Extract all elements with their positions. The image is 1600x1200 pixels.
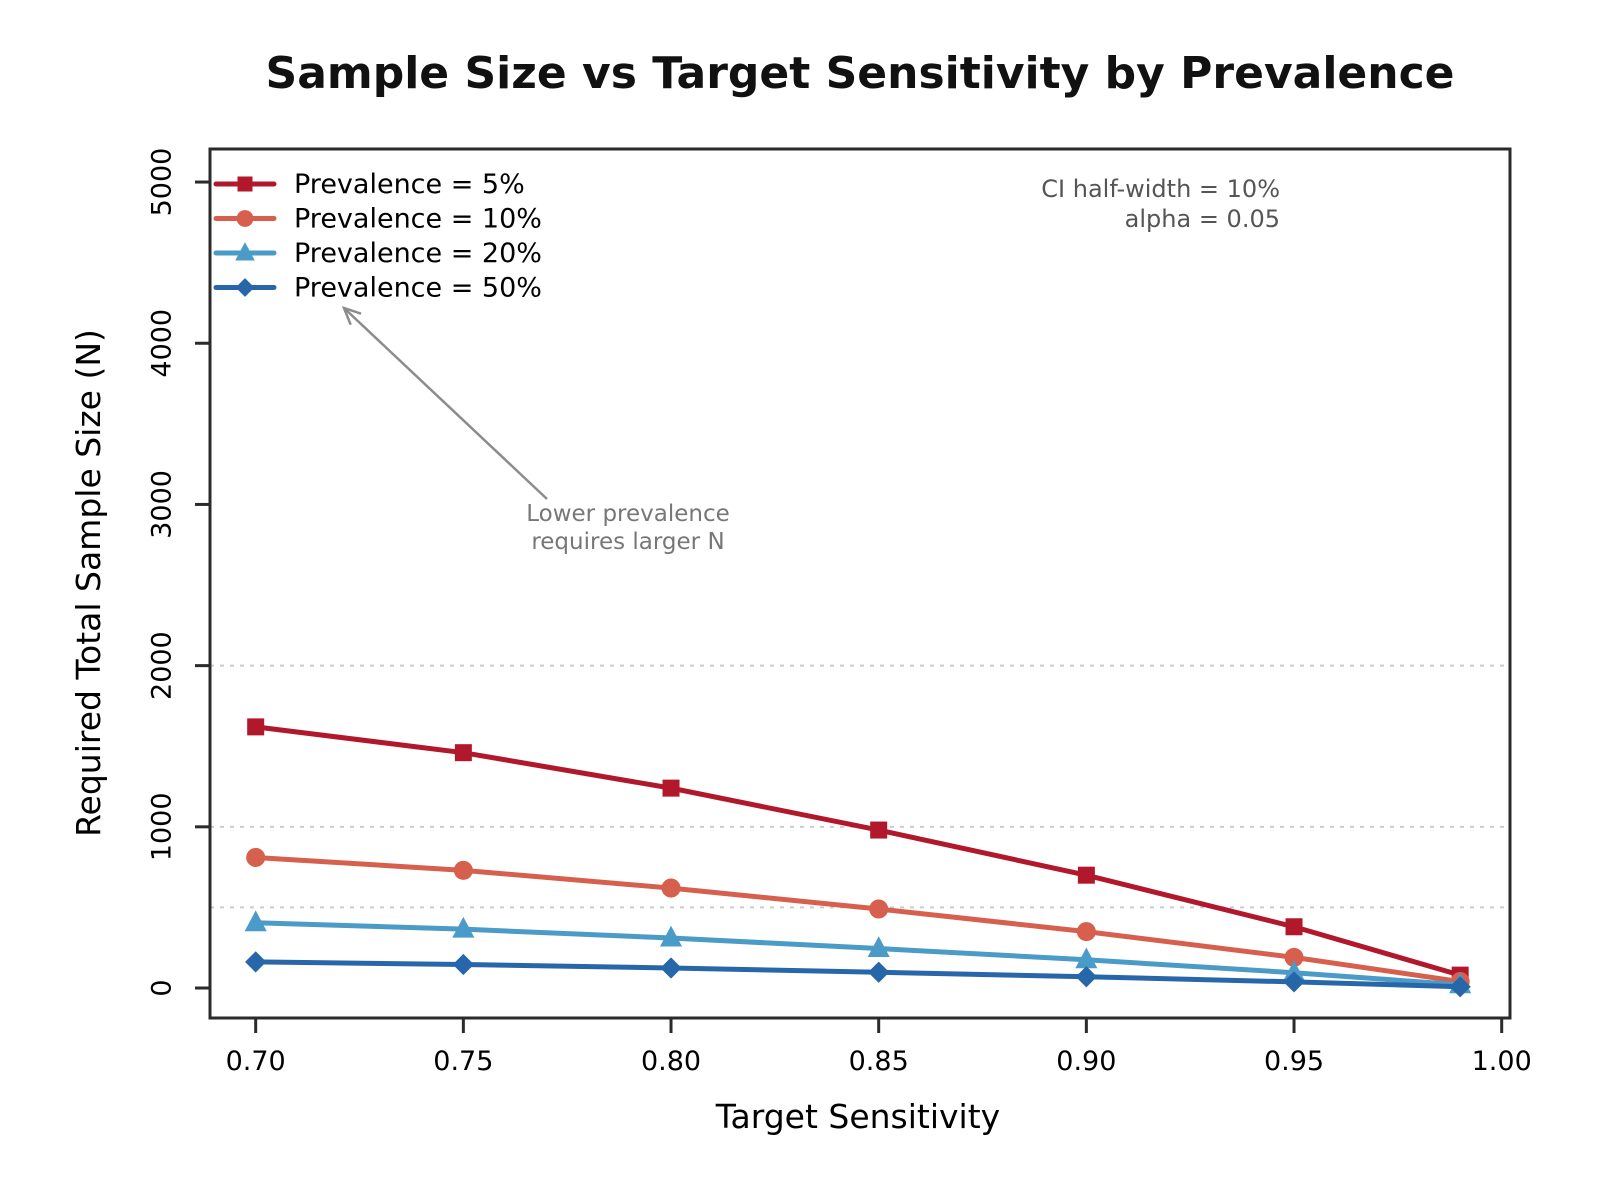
legend-item: Prevalence = 50% <box>213 273 542 304</box>
y-axis: 0 1000 2000 3000 4000 5000 Required Total Samp… <box>69 148 210 997</box>
arrow-head-icon <box>341 305 362 326</box>
series-line <box>253 959 1463 990</box>
x-tick-label: 0.90 <box>1056 1046 1116 1077</box>
legend-label: Prevalence = 10% <box>294 204 542 235</box>
x-tick-label: 0.85 <box>849 1046 909 1077</box>
triangle-marker <box>235 242 255 261</box>
y-tick-label: 0 <box>147 979 178 996</box>
series-line <box>253 724 1463 978</box>
square-marker <box>247 718 265 736</box>
gridlines <box>210 664 1510 909</box>
y-tick-label: 1000 <box>147 792 178 861</box>
legend-label: Prevalence = 50% <box>294 273 542 304</box>
x-tick-label: 0.95 <box>1264 1046 1324 1077</box>
y-tick-label: 4000 <box>147 309 178 378</box>
triangle-marker <box>1282 960 1306 982</box>
square-marker <box>454 744 472 762</box>
note-annotation-line: requires larger N <box>531 529 724 555</box>
circle-marker <box>246 847 266 867</box>
triangle-marker <box>244 910 267 932</box>
diamond-marker <box>452 953 474 976</box>
triangle-marker <box>452 916 475 938</box>
chart-title: Sample Size vs Target Sensitivity by Pre… <box>266 48 1455 99</box>
x-axis: 0.70 0.75 0.80 0.85 0.90 0.95 1.00 Target Sensi… <box>226 1018 1532 1136</box>
triangle-marker <box>867 936 890 958</box>
series-prevalence-10 <box>246 847 1470 992</box>
x-axis-title: Target Sensitivity <box>715 1097 1000 1136</box>
x-tick-label: 0.80 <box>641 1046 701 1077</box>
legend-item: Prevalence = 5% <box>213 169 525 200</box>
triangle-marker <box>1075 947 1098 969</box>
plot-box <box>208 147 1512 1020</box>
x-tick-label: 0.70 <box>226 1046 286 1077</box>
circle-marker <box>869 899 889 919</box>
arrow-line <box>343 307 548 500</box>
x-tick-label: 1.00 <box>1472 1046 1532 1077</box>
triangle-marker <box>659 925 683 947</box>
circle-marker <box>661 878 681 898</box>
series-prevalence-50 <box>245 951 1471 998</box>
legend-item: Prevalence = 10% <box>213 204 542 235</box>
diamond-marker <box>1283 971 1305 993</box>
y-axis-title: Required Total Sample Size (N) <box>69 329 108 837</box>
square-marker <box>1077 866 1095 884</box>
legend: Prevalence = 5%Prevalence = 10%Prevalenc… <box>213 169 542 304</box>
series-prevalence-5 <box>247 718 1469 984</box>
legend-label: Prevalence = 20% <box>294 238 542 269</box>
diamond-marker <box>660 957 682 979</box>
diamond-marker <box>868 961 890 983</box>
x-tick-label: 0.75 <box>433 1046 493 1077</box>
diamond-marker <box>245 951 267 973</box>
circle-marker <box>236 210 254 227</box>
square-marker <box>237 176 253 192</box>
diamond-marker <box>1449 976 1471 998</box>
diamond-marker <box>235 278 255 297</box>
diamond-marker <box>1075 966 1097 988</box>
circle-marker <box>1076 922 1096 942</box>
circle-marker <box>453 860 473 880</box>
square-marker <box>870 821 888 839</box>
y-tick-label: 5000 <box>147 148 178 217</box>
y-tick-label: 2000 <box>147 631 178 700</box>
params-annotation-line: CI half-width = 10% <box>1041 175 1280 203</box>
legend-label: Prevalence = 5% <box>294 169 525 200</box>
square-marker <box>1285 918 1303 936</box>
params-annotation: CI half-width = 10%alpha = 0.05 <box>1041 175 1280 233</box>
circle-marker <box>1284 947 1304 967</box>
y-tick-label: 3000 <box>147 470 178 539</box>
square-marker <box>662 779 680 797</box>
params-annotation-line: alpha = 0.05 <box>1125 205 1280 233</box>
note-annotation-line: Lower prevalence <box>526 501 730 527</box>
legend-item: Prevalence = 20% <box>213 238 542 269</box>
